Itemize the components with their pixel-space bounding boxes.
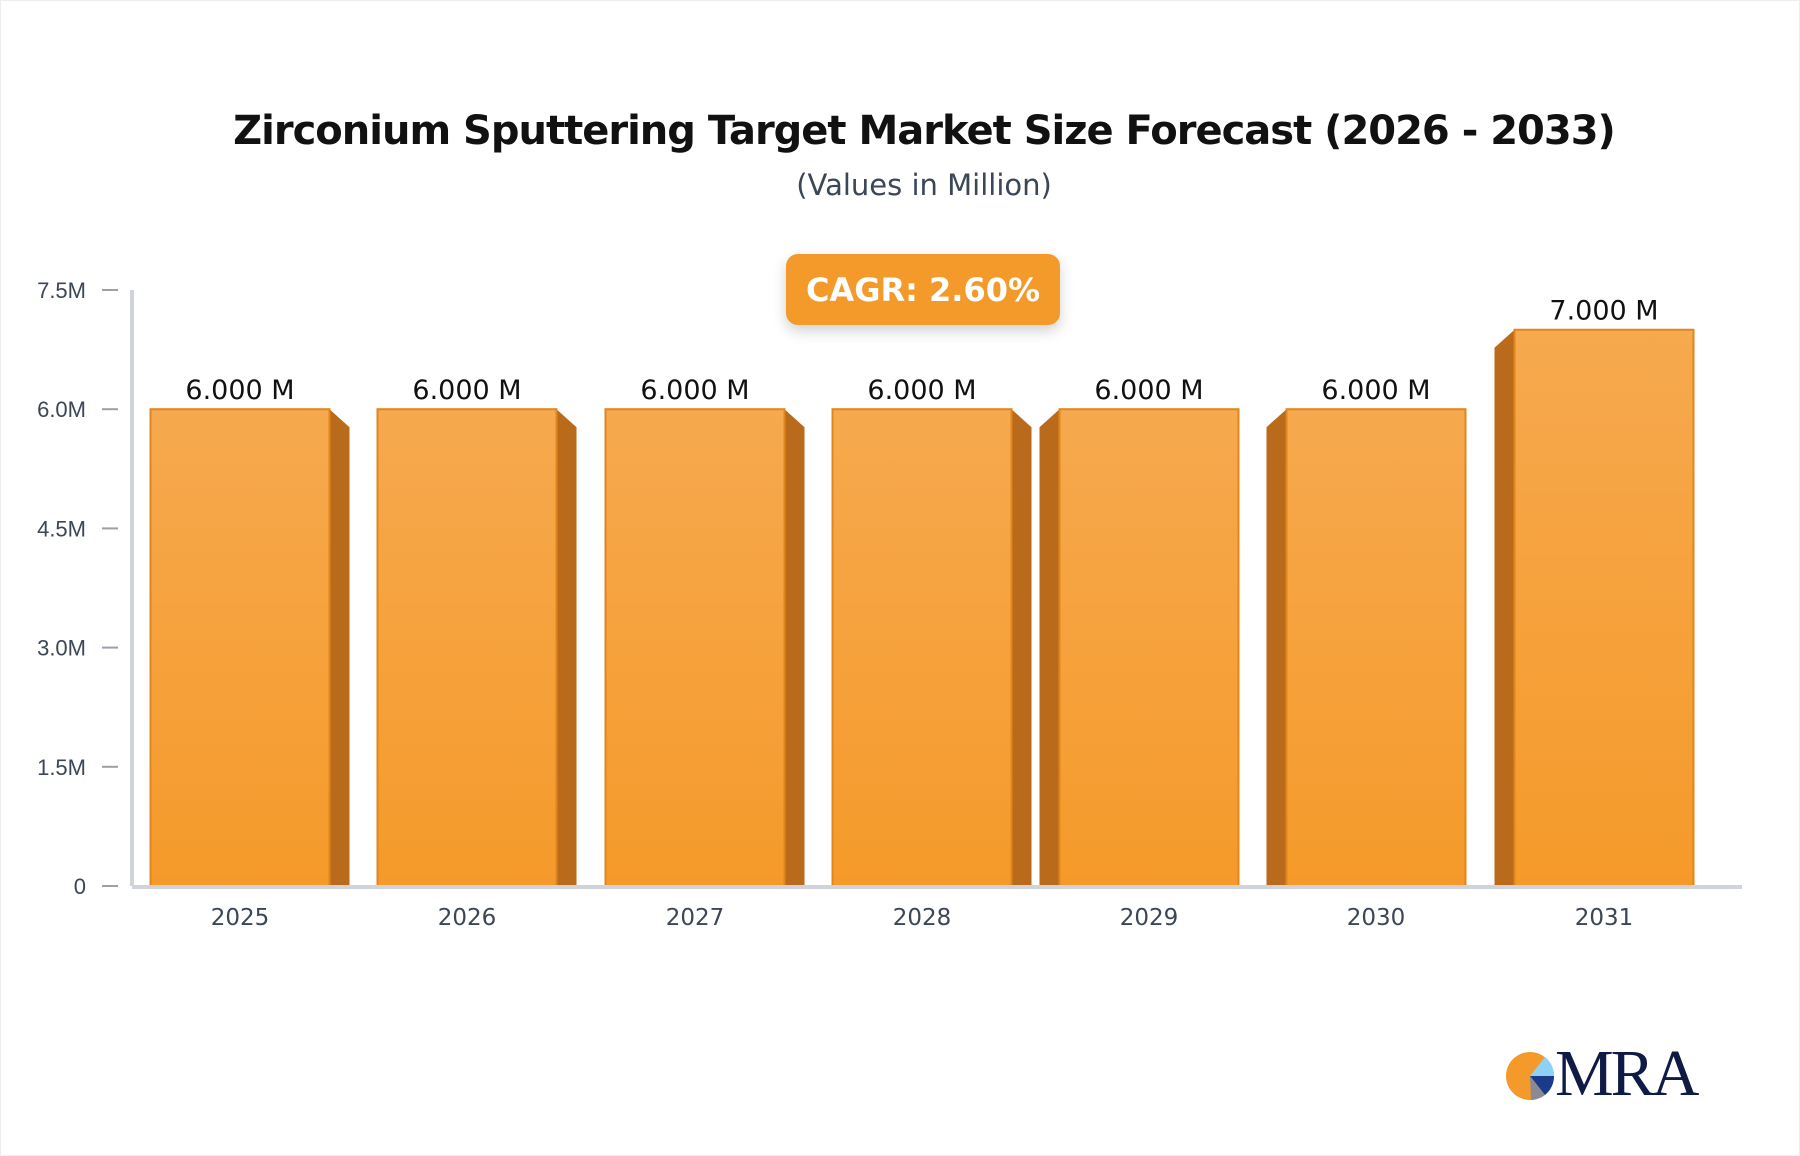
bar-side — [1039, 409, 1060, 886]
bar-side — [784, 409, 805, 886]
bar — [604, 408, 786, 887]
bar — [149, 408, 331, 887]
x-tick-label: 2028 — [893, 905, 952, 931]
data-label: 6.000 M — [1321, 375, 1430, 406]
y-tick-label: 4.5M — [37, 516, 86, 541]
mra-logo: MRA — [1505, 1037, 1705, 1110]
x-tick-label: 2031 — [1575, 905, 1634, 931]
y-tick-label: 0 — [74, 874, 86, 899]
bar — [1513, 328, 1695, 887]
x-tick-label: 2029 — [1120, 905, 1179, 931]
x-tick-label: 2025 — [211, 905, 270, 931]
data-label: 7.000 M — [1549, 296, 1658, 327]
bar-side — [1494, 329, 1515, 886]
bar — [1285, 408, 1467, 887]
x-tick-label: 2030 — [1347, 905, 1406, 931]
data-label: 6.000 M — [185, 375, 294, 406]
data-label: 6.000 M — [1094, 375, 1203, 406]
bar-side — [329, 409, 350, 886]
bar — [1058, 408, 1240, 887]
y-tick-label: 6.0M — [37, 397, 86, 422]
bar-side — [1266, 409, 1287, 886]
data-label: 6.000 M — [412, 375, 521, 406]
bar — [376, 408, 558, 887]
data-label: 6.000 M — [867, 375, 976, 406]
y-tick-label: 1.5M — [37, 755, 86, 780]
bar-side — [1011, 409, 1032, 886]
logo-text: MRA — [1555, 1037, 1699, 1110]
y-tick-label: 3.0M — [37, 636, 86, 661]
bar — [831, 408, 1013, 887]
chart-subtitle: (Values in Million) — [796, 168, 1052, 202]
data-label: 6.000 M — [640, 375, 749, 406]
x-tick-label: 2026 — [438, 905, 497, 931]
y-tick-label: 7.5M — [37, 278, 86, 303]
bar-side — [556, 409, 577, 886]
x-tick-label: 2027 — [666, 905, 725, 931]
cagr-badge: CAGR: 2.60% — [786, 254, 1060, 325]
chart-title: Zirconium Sputtering Target Market Size … — [233, 108, 1616, 154]
pie-logo-icon — [1506, 1052, 1555, 1100]
